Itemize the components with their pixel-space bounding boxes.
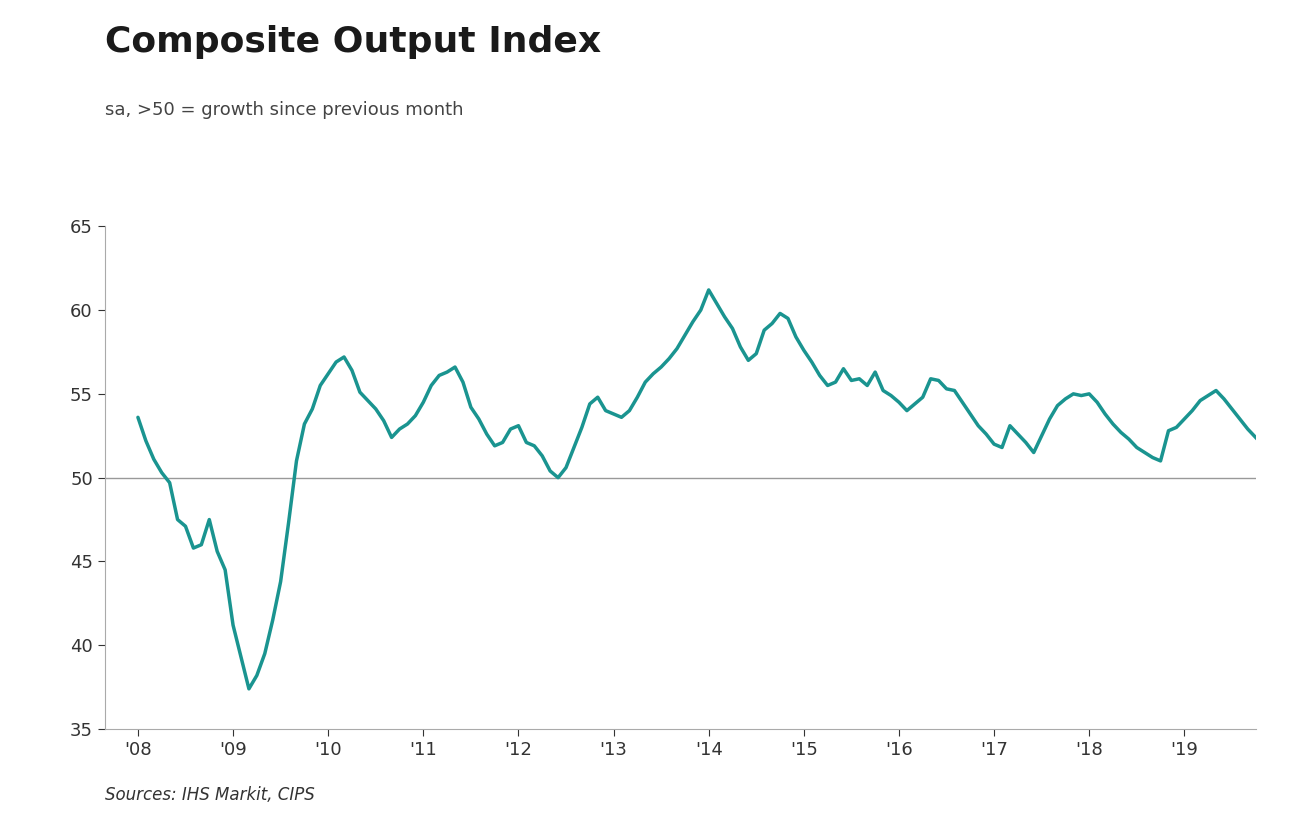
Text: Composite Output Index: Composite Output Index	[105, 25, 600, 59]
Text: Sources: IHS Markit, CIPS: Sources: IHS Markit, CIPS	[105, 787, 314, 804]
Text: sa, >50 = growth since previous month: sa, >50 = growth since previous month	[105, 101, 463, 118]
